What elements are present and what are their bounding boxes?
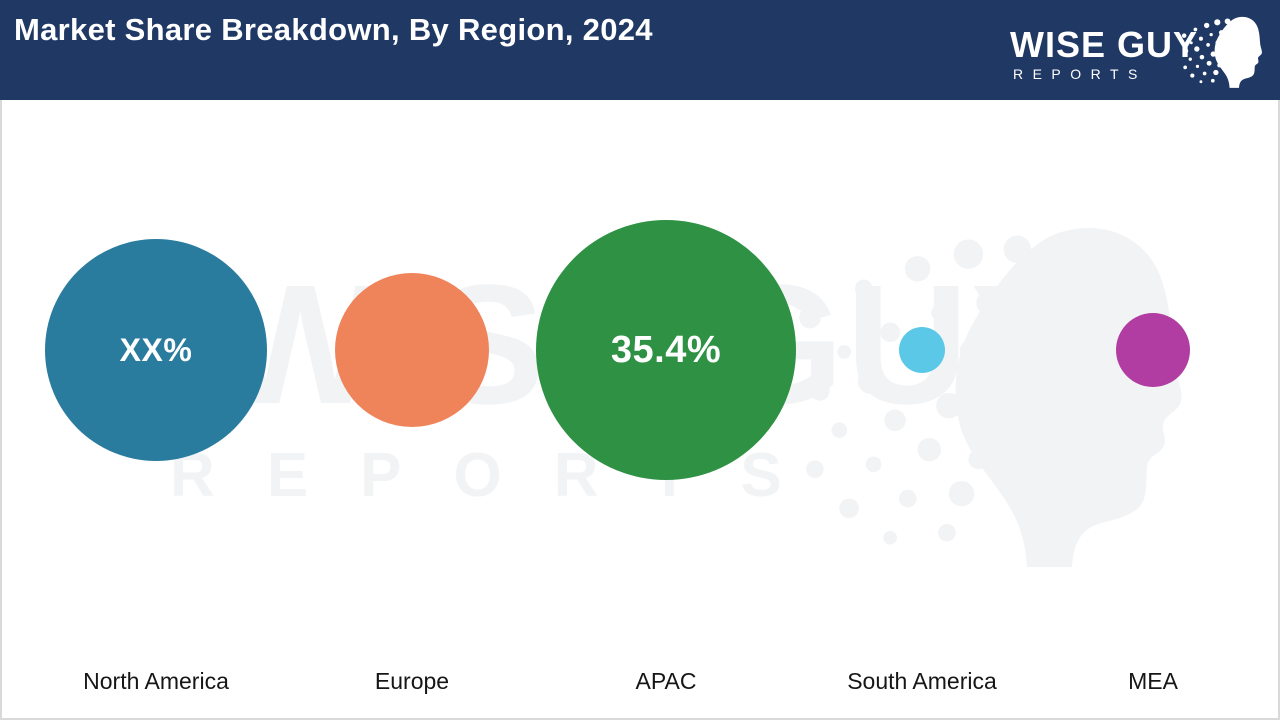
- bubble-apac: 35.4%: [536, 220, 796, 480]
- header: Market Share Breakdown, By Region, 2024 …: [0, 0, 1280, 100]
- chart-area: WISE GUY REPORTS XX%: [0, 100, 1280, 720]
- category-label-south-america: South America: [847, 668, 997, 694]
- category-label-mea: MEA: [1128, 668, 1178, 694]
- wise-guy-logo: WISE GUY REPORTS: [1010, 12, 1264, 88]
- bubble-south-america: [899, 327, 945, 373]
- watermark-face-icon: [799, 228, 1182, 567]
- category-label-north-america: North America: [83, 668, 229, 694]
- category-label-europe: Europe: [374, 668, 450, 694]
- logo-face-icon: [1181, 16, 1262, 88]
- bubble-europe: [335, 273, 489, 427]
- bubble-mea: [1116, 313, 1190, 387]
- logo-subtext: REPORTS: [1012, 66, 1147, 82]
- bubble-north-america: XX%: [45, 239, 267, 461]
- logo-wordmark: WISE GUY: [1009, 24, 1198, 65]
- logo-text: WISE GUY REPORTS: [1009, 24, 1198, 82]
- category-label-apac: APAC: [635, 668, 697, 694]
- page-title: Market Share Breakdown, By Region, 2024: [14, 12, 653, 47]
